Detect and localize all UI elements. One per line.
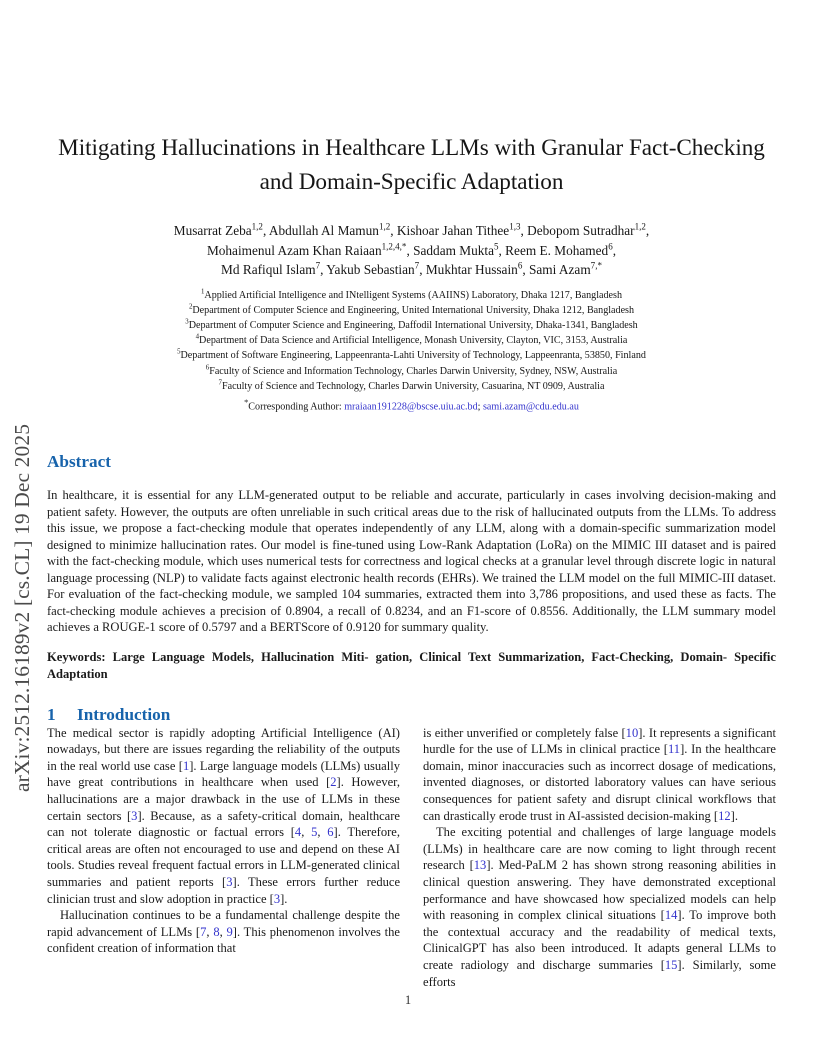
author-name: Mukhtar Hussain xyxy=(425,262,518,278)
citation-link[interactable]: 1 xyxy=(182,758,190,773)
affiliation-marker: 7 xyxy=(218,379,222,387)
citation-link[interactable]: 10 xyxy=(625,725,639,740)
two-column-body: The medical sector is rapidly adopting A… xyxy=(47,725,776,991)
citation-link[interactable]: 9 xyxy=(226,924,233,939)
body-paragraph: Hallucination continues to be a fundamen… xyxy=(47,908,400,956)
author-affiliation-marker: 6 xyxy=(608,241,613,252)
citation-link[interactable]: 4 xyxy=(294,825,302,840)
author-name: Saddam Mukta xyxy=(413,242,494,258)
affiliation-marker: 6 xyxy=(205,364,210,372)
citation-link[interactable]: 2 xyxy=(330,775,337,790)
page-number: 1 xyxy=(404,993,412,1007)
affiliation-text: Department of Computer Science and Engin… xyxy=(192,304,635,316)
corresponding-author-line: *Corresponding Author: mraiaan191228@bsc… xyxy=(47,394,776,415)
paper-content: Mitigating Hallucinations in Healthcare … xyxy=(47,0,776,1056)
keywords-text: Large Language Models, Hallucination Mit… xyxy=(47,650,776,682)
affiliation-item: 6Faculty of Science and Information Tech… xyxy=(47,364,776,379)
author-affiliation-marker: 1,2 xyxy=(378,221,391,232)
abstract-body: In healthcare, it is essential for any L… xyxy=(47,472,776,635)
author-affiliation-marker: 1,2,4,* xyxy=(381,241,407,252)
citation-link[interactable]: 6 xyxy=(327,825,334,840)
author-affiliation-marker: 5 xyxy=(494,241,499,252)
author-name: Debopom Sutradhar xyxy=(527,223,635,238)
citation-link[interactable]: 3 xyxy=(226,875,233,889)
author-name: Abdullah Al Mamun xyxy=(268,223,379,238)
abstract-heading: Abstract xyxy=(47,452,111,472)
corresponding-label: Corresponding Author: xyxy=(248,401,345,413)
email-separator: ; xyxy=(477,401,483,413)
author-name: Musarrat Zeba xyxy=(173,223,252,238)
author-list: Musarrat Zeba1,2, Abdullah Al Mamun1,2, … xyxy=(173,221,650,278)
author-name: Reem E. Mohamed xyxy=(505,242,609,258)
author-affiliation-marker: 1,2 xyxy=(634,221,646,232)
citation-link[interactable]: 8 xyxy=(213,924,220,939)
author-name: Sami Azam xyxy=(528,262,591,278)
affiliation-text: Faculty of Science and Technology, Charl… xyxy=(221,380,605,392)
citation-link[interactable]: 11 xyxy=(667,742,681,757)
citation-link[interactable]: 14 xyxy=(664,908,678,923)
section-title: Introduction xyxy=(77,704,171,724)
affiliation-item: 7Faculty of Science and Technology, Char… xyxy=(47,379,776,394)
keywords-line: Keywords: Large Language Models, Halluci… xyxy=(47,635,776,682)
citation-link[interactable]: 7 xyxy=(200,924,207,939)
citation-link[interactable]: 3 xyxy=(131,808,138,823)
abstract-paragraph: In healthcare, it is essential for any L… xyxy=(47,488,776,635)
citation-link[interactable]: 15 xyxy=(664,957,678,972)
citation-link[interactable]: 13 xyxy=(473,858,487,873)
citation-link[interactable]: 12 xyxy=(718,808,731,823)
affiliation-item: 3Department of Computer Science and Engi… xyxy=(47,318,776,333)
affiliation-list: 1Applied Artificial Intelligence and INt… xyxy=(47,280,776,415)
author-affiliation-marker: 7,* xyxy=(590,260,602,271)
author-affiliation-marker: 7 xyxy=(414,260,420,271)
author-name: Mohaimenul Azam Khan Raiaan xyxy=(206,242,382,258)
affiliation-marker: 5 xyxy=(177,349,181,357)
column-left: The medical sector is rapidly adopting A… xyxy=(47,725,400,991)
author-affiliation-marker: 7 xyxy=(315,260,321,271)
affiliation-text: Department of Software Engineering, Lapp… xyxy=(180,350,646,362)
affiliation-item: 2Department of Computer Science and Engi… xyxy=(47,303,776,318)
author-affiliation-marker: 6 xyxy=(517,260,523,271)
citation-link[interactable]: 5 xyxy=(311,825,318,840)
corresponding-email-2[interactable]: sami.azam@cdu.edu.au xyxy=(482,401,579,413)
corresponding-email-1[interactable]: mraiaan191228@bscse.uiu.ac.bd xyxy=(344,401,478,413)
page-title: Mitigating Hallucinations in Healthcare … xyxy=(58,135,765,195)
affiliation-text: Department of Data Science and Artificia… xyxy=(199,335,628,347)
body-paragraph: is either unverified or completely false… xyxy=(423,725,777,823)
author-affiliation-marker: 1,3 xyxy=(509,221,521,232)
body-paragraph: The exciting potential and challenges of… xyxy=(423,825,776,989)
column-right: is either unverified or completely false… xyxy=(423,725,776,991)
affiliation-marker: 4 xyxy=(195,333,200,341)
author-name: Kishoar Jahan Tithee xyxy=(396,223,510,238)
affiliation-marker: 3 xyxy=(185,318,189,326)
author-name: Yakub Sebastian xyxy=(326,262,415,278)
affiliation-item: 4Department of Data Science and Artifici… xyxy=(47,333,776,348)
introduction-section: 1 Introduction The medical sector is rapi… xyxy=(47,683,776,991)
author-affiliation-marker: 1,2 xyxy=(251,221,263,232)
affiliation-text: Faculty of Science and Information Techn… xyxy=(209,365,618,377)
author-name: Md Rafiqul Islam xyxy=(221,262,316,278)
citation-link[interactable]: 3 xyxy=(273,891,281,906)
affiliation-marker: 2 xyxy=(188,303,193,311)
affiliation-marker: 1 xyxy=(200,288,205,296)
keywords-label: Keywords: xyxy=(47,650,106,665)
section-number: 1 xyxy=(47,704,56,724)
affiliation-text: Applied Artificial Intelligence and INte… xyxy=(204,289,622,301)
affiliation-text: Department of Computer Science and Engin… xyxy=(188,320,638,332)
arxiv-stamp-text: arXiv:2512.16189v2 [cs.CL] 19 Dec 2025 xyxy=(9,423,34,792)
corresponding-marker: * xyxy=(244,397,249,407)
arxiv-stamp: arXiv:2512.16189v2 [cs.CL] 19 Dec 2025 xyxy=(0,0,44,1056)
affiliation-item: 1Applied Artificial Intelligence and INt… xyxy=(47,288,776,303)
section-heading-introduction: 1 Introduction xyxy=(47,705,776,725)
body-paragraph: The medical sector is rapidly adopting A… xyxy=(47,725,401,906)
affiliation-item: 5Department of Software Engineering, Lap… xyxy=(47,348,776,363)
